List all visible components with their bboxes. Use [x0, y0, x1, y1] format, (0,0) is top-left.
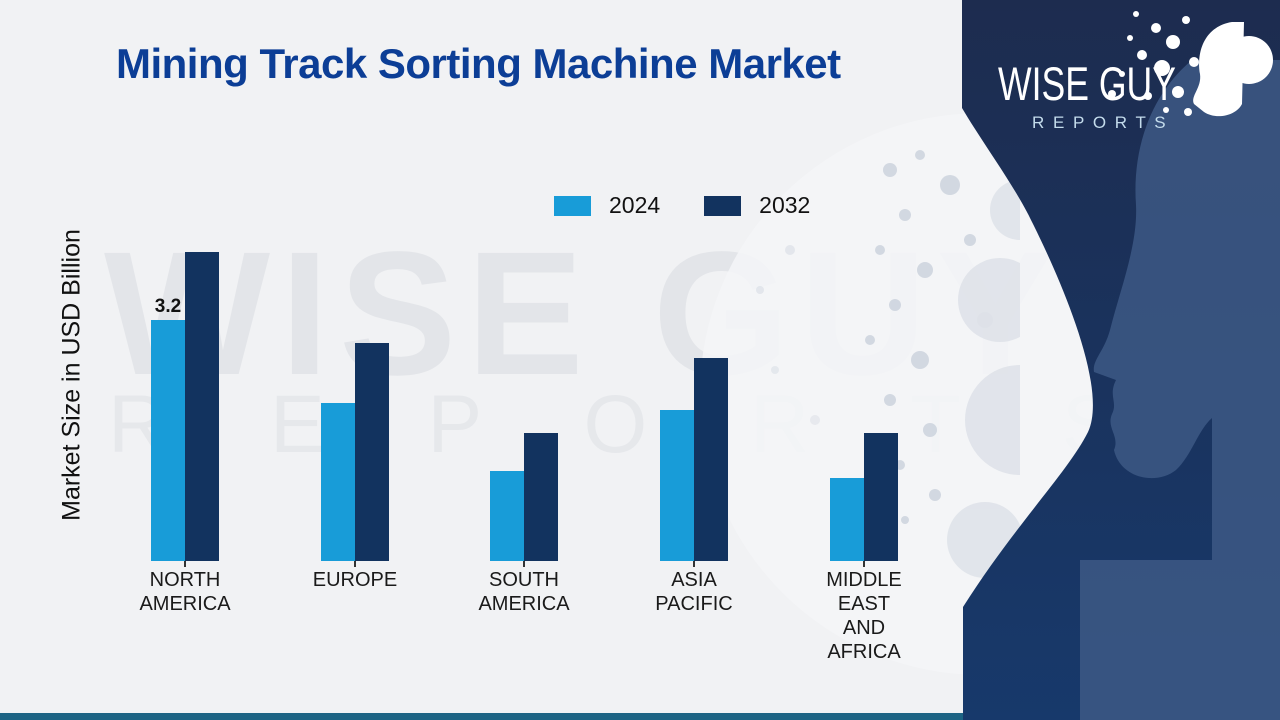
legend-label-2032: 2032 — [759, 192, 811, 218]
bar-2032-asia-pacific — [694, 358, 728, 561]
x-axis-category-label: ASIA PACIFIC — [655, 569, 733, 615]
bar-2032-north-america — [185, 252, 219, 561]
bar-2032-middle-east-and-africa — [864, 433, 898, 561]
x-axis-category-label: NORTH AMERICA — [139, 569, 231, 615]
legend-item-2032: 2032 — [704, 192, 810, 219]
bottom-accent-strip — [0, 713, 1280, 720]
wiseguy-brand-panel: WISE GUY R E P O R T S — [962, 0, 1280, 720]
bar-2024-europe — [321, 403, 355, 561]
legend-item-2024: 2024 — [554, 192, 660, 219]
chart-legend: 2024 2032 — [554, 192, 810, 219]
bar-value-label: 3.2 — [154, 296, 182, 317]
gray-dots-brain-graphic — [756, 150, 1020, 578]
bar-2032-south-america — [524, 433, 558, 561]
x-axis-tick — [354, 561, 356, 567]
legend-swatch-2024 — [554, 195, 591, 216]
logo-dotted-head-icon — [1108, 11, 1273, 117]
bar-2024-south-america — [490, 471, 524, 561]
x-axis-category-label: MIDDLE EAST AND AFRICA — [826, 569, 902, 663]
bar-2024-middle-east-and-africa — [830, 478, 864, 561]
x-axis-category-label: SOUTH AMERICA — [478, 569, 570, 615]
page-title: Mining Track Sorting Machine Market — [116, 40, 841, 87]
face-profile-icon — [1080, 60, 1280, 720]
x-axis-category-label: EUROPE — [312, 569, 398, 591]
x-axis-tick — [184, 561, 186, 567]
legend-swatch-2032 — [704, 195, 742, 216]
logo-brand-text: WISE GUY — [998, 57, 1176, 110]
bar-2024-north-america — [151, 320, 185, 561]
x-axis-tick — [863, 561, 865, 567]
bar-2032-europe — [355, 343, 389, 561]
x-axis-tick — [693, 561, 695, 567]
x-axis-tick — [523, 561, 525, 567]
bar-2024-asia-pacific — [660, 410, 694, 561]
legend-label-2024: 2024 — [609, 192, 661, 218]
logo-reports-text: R E P O R T S — [1032, 113, 1168, 132]
